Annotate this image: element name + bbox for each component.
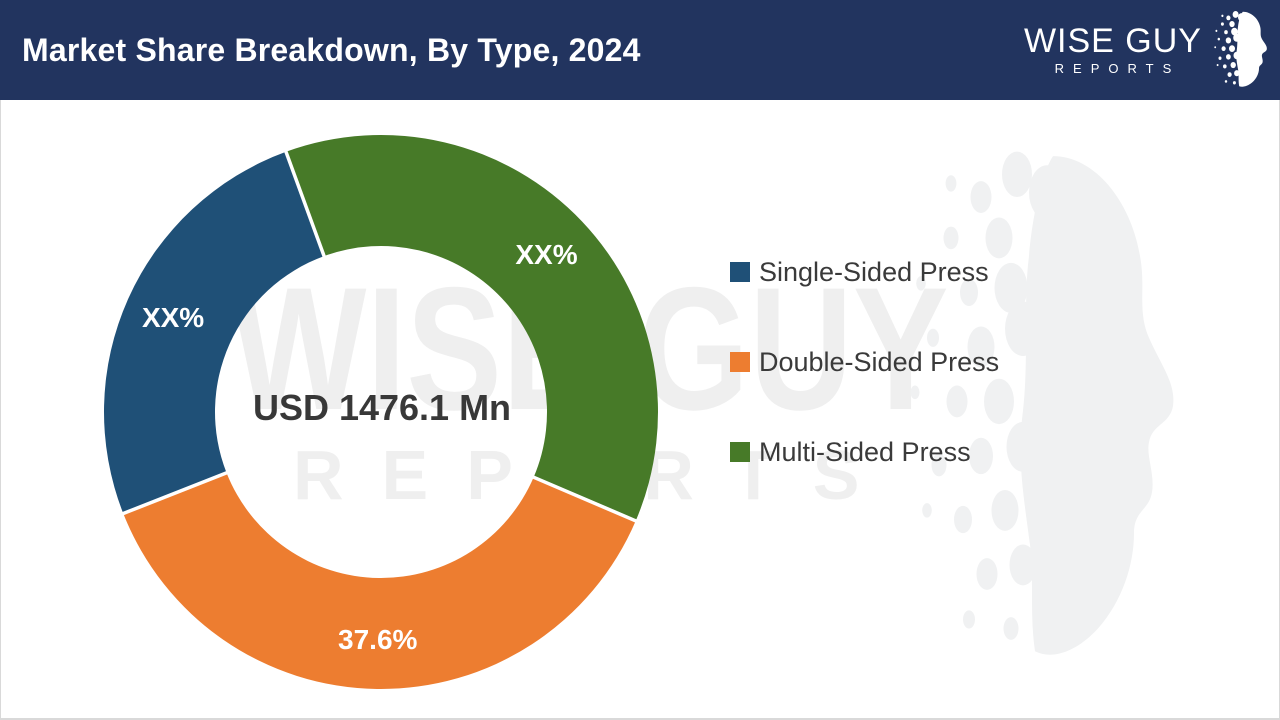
legend-swatch-multi-sided-press (730, 442, 750, 462)
slice-double-sided-press (123, 472, 636, 689)
legend-item-double-sided-press: Double-Sided Press (730, 347, 999, 377)
slice-label-double-sided-press: 37.6% (338, 623, 418, 655)
page-title: Market Share Breakdown, By Type, 2024 (22, 31, 641, 68)
logo-text: WISE GUY REPORTS (1023, 21, 1202, 77)
slice-gap-line (283, 149, 327, 260)
legend-swatch-single-sided-press (730, 262, 750, 282)
logo-wordmark: WISE GUY (1023, 21, 1202, 60)
legend-label-multi-sided-press: Multi-Sided Press (759, 436, 971, 467)
logo-face-icon (1208, 9, 1268, 91)
slice-multi-sided-press (285, 134, 658, 521)
donut-chart (103, 134, 658, 689)
legend-label-single-sided-press: Single-Sided Press (759, 256, 989, 287)
legend-item-multi-sided-press: Multi-Sided Press (730, 437, 971, 467)
logo-subtext: REPORTS (1054, 61, 1181, 77)
legend-label-double-sided-press: Double-Sided Press (759, 346, 1000, 377)
slice-label-multi-sided-press: XX% (515, 239, 578, 271)
slice-gap-line (530, 474, 639, 524)
wise-guy-logo: WISE GUY REPORTS (1024, 0, 1268, 100)
header: Market Share Breakdown, By Type, 2024 WI… (0, 0, 1280, 100)
chart-area: WISE GUY REPORTS XX% 37.6% XX% USD 1476.… (0, 100, 1280, 720)
legend-item-single-sided-press: Single-Sided Press (730, 257, 989, 287)
slice-single-sided-press (103, 151, 325, 514)
slice-label-single-sided-press: XX% (141, 302, 205, 334)
legend-swatch-double-sided-press (730, 352, 750, 372)
slice-gap-line (120, 470, 230, 516)
chart-center-value: USD 1476.1 Mn (252, 387, 512, 428)
